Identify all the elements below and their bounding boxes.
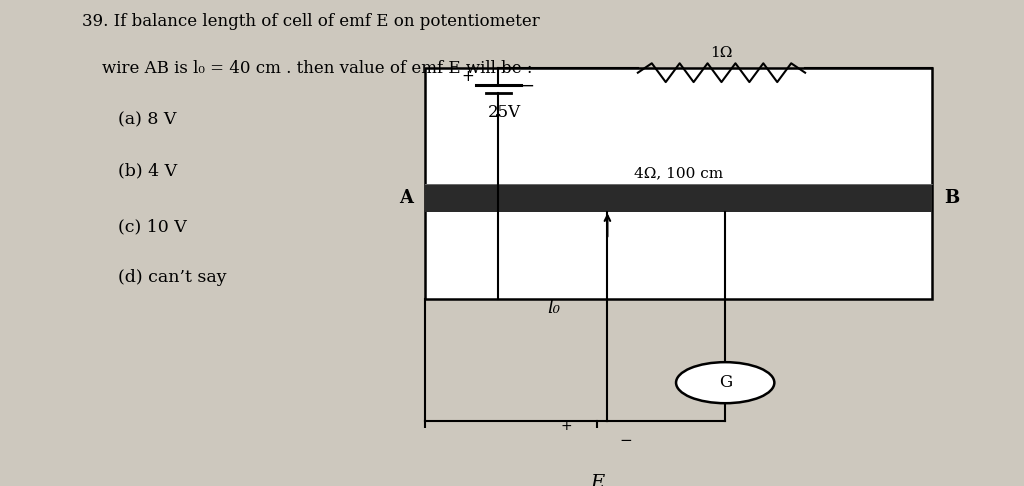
Text: G: G	[719, 374, 732, 391]
Text: 25V: 25V	[488, 104, 521, 121]
Text: (a) 8 V: (a) 8 V	[118, 111, 176, 128]
Text: l₀: l₀	[548, 299, 561, 317]
Bar	[425, 69, 932, 299]
Text: (d) can’t say: (d) can’t say	[118, 269, 226, 286]
Text: B: B	[944, 189, 959, 207]
Text: +: +	[462, 69, 474, 84]
Text: +: +	[561, 419, 572, 434]
Circle shape	[676, 362, 774, 403]
Text: E: E	[590, 474, 604, 486]
Text: 1Ω: 1Ω	[711, 46, 733, 60]
Text: wire AB is l₀ = 40 cm . then value of emf E will be :: wire AB is l₀ = 40 cm . then value of em…	[102, 60, 532, 77]
Text: (c) 10 V: (c) 10 V	[118, 218, 186, 235]
Bar	[425, 184, 932, 211]
Text: A: A	[398, 189, 413, 207]
Text: (b) 4 V: (b) 4 V	[118, 162, 177, 179]
Text: 4Ω, 100 cm: 4Ω, 100 cm	[634, 166, 723, 180]
Text: −: −	[520, 76, 535, 94]
Text: −: −	[620, 433, 632, 448]
Text: 39. If balance length of cell of emf E on potentiometer: 39. If balance length of cell of emf E o…	[82, 13, 540, 30]
